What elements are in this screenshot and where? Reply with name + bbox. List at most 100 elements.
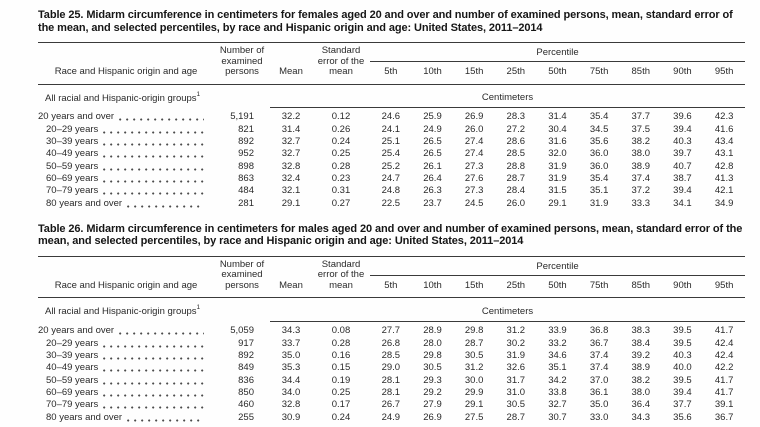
row-label: 70–79 years [38,399,214,411]
cell-value: 32.2 [281,111,301,123]
cell-value: 28.0 [423,337,442,349]
cell-value: 0.15 [331,362,351,374]
cell-value: 34.4 [281,374,301,386]
row-label: 20 years and over [38,322,214,338]
table-row: 70–79 years 484 32.1 0.31 24.8 26.3 27.3 28.4 31… [38,185,745,197]
cell-value: 27.3 [464,185,484,197]
cell-value: 0.17 [331,399,351,411]
leader-dots [103,394,204,397]
cell-value: 28.1 [381,374,401,386]
cell-value: 38.7 [673,173,692,185]
col-header-sem: Standard error of the mean [312,256,370,299]
leader-dots [103,180,204,184]
table-row: 80 years and over 281 29.1 0.27 22.5 23.7 24.5… [38,198,745,210]
row-label: 80 years and over [38,198,214,210]
col-header-p50: 50th [536,61,579,85]
col-header-p95: 95th [703,275,745,299]
cell-value: 0.19 [331,374,351,386]
cell-value: 460 [238,399,254,411]
cell-value: 38.2 [631,135,651,147]
col-header-sem: Standard error of the mean [312,42,370,85]
cell-value: 27.6 [464,173,484,185]
cell-value: 34.2 [548,374,567,386]
cell-value: 281 [238,197,254,209]
cell-value: 0.31 [331,185,351,197]
cell-value: 27.7 [381,325,401,337]
cell-value: 34.3 [631,411,651,423]
cell-value: 31.0 [506,387,526,398]
cell-value: 0.28 [331,160,351,172]
footnote-marker: 1 [196,90,201,98]
cell-value: 38.3 [631,325,651,337]
col-header-p25: 25th [494,275,537,299]
table26: Race and Hispanic origin and age Number … [38,255,745,424]
cell-value: 22.5 [381,197,401,209]
cell-value: 32.1 [281,185,301,197]
row-label: 30–39 years [38,136,214,148]
cell-value: 33.0 [589,411,609,423]
cell-value: 25.2 [381,160,401,172]
table-row: 50–59 years 898 32.8 0.28 25.2 26.1 27.3 28.8 31… [38,160,745,172]
cell-value: 25.4 [381,148,401,160]
cell-value: 34.0 [281,387,301,398]
cell-value: 28.9 [423,325,442,337]
cell-value: 24.1 [381,123,401,135]
row-label: 40–49 years [38,148,214,160]
cell-value: 36.7 [589,337,609,349]
cell-value: 35.6 [673,411,692,423]
table25-title: Table 25. Midarm circumference in centim… [38,9,733,34]
cell-value: 38.9 [631,362,651,374]
cell-value: 34.5 [589,123,609,135]
col-header-p85: 85th [619,275,662,299]
col-header-percentile-group: Percentile [370,256,745,276]
cell-value: 917 [238,337,254,349]
row-label: 80 years and over [38,412,214,424]
cell-value: 0.25 [331,148,351,160]
table-row: 80 years and over 255 30.9 0.24 24.9 26.9 27.5… [38,412,745,424]
cell-value: 27.9 [423,399,442,411]
cell-value: 31.5 [548,185,567,197]
cell-value: 484 [238,185,254,197]
cell-value: 43.4 [714,135,734,147]
cell-value: 32.4 [281,173,301,185]
col-header-p75: 75th [578,275,620,299]
cell-value: 28.8 [506,160,526,172]
leader-dots [103,344,204,348]
cell-value: 34.9 [714,197,734,209]
cell-value: 32.8 [281,160,301,172]
row-label: 40–49 years [38,362,214,374]
cell-value: 39.5 [673,325,692,337]
table26-body: 20 years and over 5,059 34.3 0.08 27.7 28.9 29… [38,322,745,424]
col-header-p15: 15th [453,275,495,299]
col-header-p75: 75th [578,61,620,85]
cell-value: 952 [238,148,254,160]
cell-value: 0.25 [331,387,351,398]
cell-value: 39.7 [673,148,692,160]
cell-value: 29.1 [548,197,567,209]
cell-value: 32.6 [506,362,526,374]
table26-section: Table 26. Midarm circumference in centim… [38,223,745,424]
cell-value: 39.1 [714,399,734,411]
cell-value: 24.9 [381,411,401,423]
row-label: 50–59 years [38,374,214,386]
cell-value: 849 [238,362,254,374]
cell-value: 32.7 [281,148,301,160]
cell-value: 29.9 [464,387,484,398]
cell-value: 0.28 [331,337,351,349]
cell-value: 37.7 [673,399,692,411]
cell-value: 41.7 [714,374,734,386]
cell-value: 32.7 [548,399,567,411]
cell-value: 30.5 [464,349,484,361]
cell-value: 42.4 [714,337,734,349]
cell-value: 33.7 [281,337,301,349]
cell-value: 850 [238,387,254,398]
cell-value: 41.7 [714,325,734,337]
cell-value: 32.7 [281,135,301,147]
cell-value: 33.8 [548,387,567,398]
row-label: 30–39 years [38,350,214,362]
cell-value: 35.4 [589,173,609,185]
cell-value: 33.3 [631,197,651,209]
cell-value: 30.4 [548,123,567,135]
col-header-p85: 85th [619,61,662,85]
